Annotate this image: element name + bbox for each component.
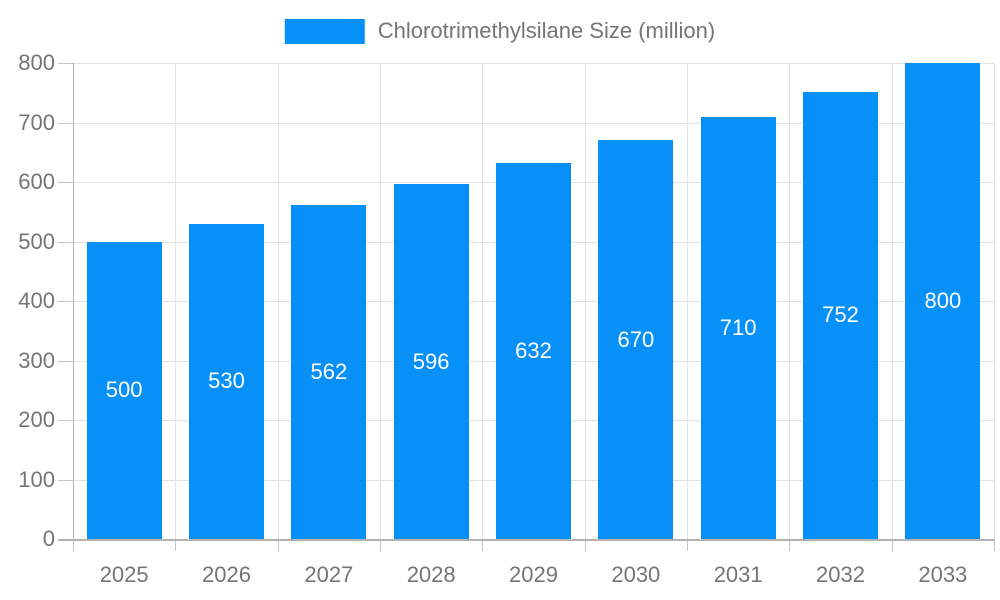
bar: 670 [598, 140, 674, 539]
y-axis-tick [58, 420, 73, 421]
y-axis-tick [58, 479, 73, 481]
x-axis-label: 2028 [406, 562, 456, 587]
y-axis-label: 700 [18, 109, 55, 135]
x-axis-tick [482, 539, 484, 551]
x-axis-tick [584, 539, 586, 551]
gridline-v [482, 63, 484, 539]
bar-value-label: 800 [924, 288, 962, 313]
gridline-v [994, 63, 995, 539]
bar: 596 [393, 184, 469, 539]
x-axis-label: 2026 [202, 562, 251, 587]
bar: 530 [189, 223, 264, 539]
legend-swatch-icon [284, 18, 365, 44]
bar: 800 [905, 63, 981, 539]
bar-value-label: 632 [515, 337, 552, 363]
gridline-v [175, 63, 177, 539]
y-axis-label: 300 [18, 347, 55, 373]
x-axis-tick [891, 539, 893, 551]
bar: 710 [700, 116, 776, 539]
gridline-v [277, 63, 279, 539]
x-axis-label: 2027 [304, 562, 354, 587]
x-axis-label: 2031 [713, 562, 763, 587]
y-axis-label: 400 [18, 288, 55, 313]
x-axis-label: 2033 [918, 562, 968, 587]
bar-value-label: 596 [412, 348, 450, 374]
gridline-v [687, 63, 688, 539]
x-axis-tick [73, 539, 74, 551]
y-axis-tick [58, 360, 73, 362]
bar-value-label: 500 [105, 377, 143, 403]
bar: 752 [803, 91, 878, 539]
x-axis-tick [687, 539, 688, 551]
gridline-h [73, 63, 994, 64]
y-axis-label: 200 [18, 407, 55, 432]
gridline-h [73, 122, 994, 124]
y-axis-label: 100 [18, 466, 55, 492]
x-axis-label: 2029 [509, 562, 558, 587]
x-axis-tick [380, 539, 381, 551]
y-axis-tick [58, 63, 73, 64]
gridline-v [891, 63, 893, 539]
gridline-v [789, 63, 791, 539]
bar-value-label: 562 [310, 358, 348, 384]
bar-value-label: 530 [208, 368, 245, 394]
y-axis-label: 800 [18, 50, 55, 75]
y-axis-tick [58, 182, 73, 183]
bar-value-label: 710 [719, 314, 757, 340]
bar-value-label: 752 [822, 302, 859, 328]
x-axis-tick [277, 539, 279, 551]
bar: 562 [291, 204, 367, 539]
x-axis-tick [175, 539, 177, 551]
y-axis-label: 500 [18, 228, 55, 254]
legend-label: Chlorotrimethylsilane Size (million) [377, 18, 716, 43]
legend[interactable]: Chlorotrimethylsilane Size (million) [284, 18, 716, 44]
x-axis-tick [789, 539, 791, 551]
y-axis-line [73, 63, 74, 539]
y-axis-label: 600 [18, 169, 55, 194]
x-axis-label: 2032 [816, 562, 865, 587]
x-axis-label: 2025 [99, 562, 149, 587]
x-axis-tick [994, 539, 995, 551]
y-axis-tick [58, 241, 73, 243]
y-axis-tick [58, 122, 73, 124]
y-axis-label: 0 [42, 526, 55, 551]
y-axis-tick [58, 301, 73, 302]
x-axis-label: 2030 [611, 562, 661, 587]
bar-value-label: 670 [617, 326, 655, 352]
gridline-v [380, 63, 381, 539]
x-axis-line [58, 539, 994, 541]
bar: 632 [496, 162, 571, 539]
gridline-v [584, 63, 586, 539]
bar: 500 [86, 241, 162, 539]
